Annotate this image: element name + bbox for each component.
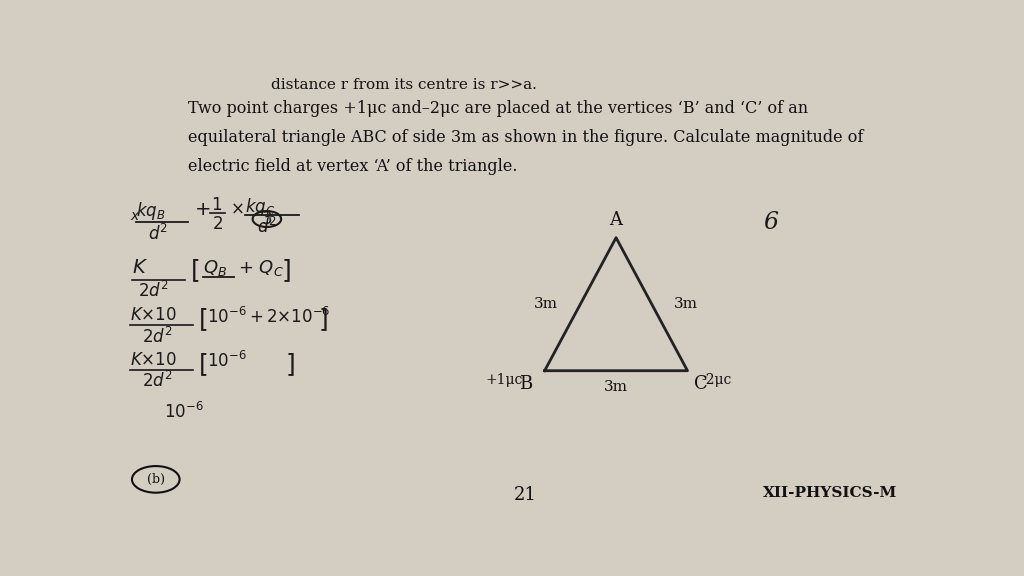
Text: $3$: $3$ [261, 210, 272, 228]
Text: $[$: $[$ [198, 351, 207, 377]
Text: $10^{-6}$: $10^{-6}$ [164, 402, 204, 422]
Text: 21: 21 [513, 486, 537, 504]
Text: $+\ Q_C$: $+\ Q_C$ [238, 257, 284, 278]
Text: (b): (b) [146, 473, 165, 486]
Text: electric field at vertex ‘A’ of the triangle.: electric field at vertex ‘A’ of the tria… [187, 158, 517, 175]
Text: $]$: $]$ [285, 351, 295, 377]
Text: -2μc: -2μc [701, 373, 732, 387]
Text: $[$: $[$ [189, 257, 200, 285]
Text: $2d^2$: $2d^2$ [142, 371, 173, 391]
Text: A: A [609, 211, 623, 229]
Text: $K{\times}10$: $K{\times}10$ [130, 351, 176, 369]
Text: B: B [519, 375, 532, 393]
Text: $10^{-6}$: $10^{-6}$ [207, 351, 247, 371]
Text: $kq_B$: $kq_B$ [136, 200, 166, 222]
Text: $K{\times}10$: $K{\times}10$ [130, 306, 176, 324]
Text: $10^{-6}+2{\times}10^{-6}$: $10^{-6}+2{\times}10^{-6}$ [207, 306, 331, 327]
Text: $]$: $]$ [318, 306, 328, 333]
Text: $1$: $1$ [211, 195, 222, 214]
Text: $[$: $[$ [198, 306, 207, 333]
Text: $\times$: $\times$ [229, 200, 244, 218]
Text: +1μc: +1μc [485, 373, 522, 387]
Text: $x$: $x$ [130, 209, 140, 223]
Text: $Q_B$: $Q_B$ [204, 257, 227, 278]
Text: $]$: $]$ [282, 257, 291, 285]
Text: distance r from its centre is r>>a.: distance r from its centre is r>>a. [270, 78, 537, 92]
Text: $kq_C$: $kq_C$ [246, 195, 275, 218]
Text: $2d^2$: $2d^2$ [137, 281, 168, 301]
Text: C: C [694, 375, 708, 393]
Text: $K$: $K$ [132, 257, 148, 276]
Text: $d^2$: $d^2$ [147, 223, 168, 244]
Text: equilateral triangle ABC of side 3m as shown in the figure. Calculate magnitude : equilateral triangle ABC of side 3m as s… [187, 129, 863, 146]
Text: 3m: 3m [674, 297, 698, 311]
Text: Two point charges +1μc and–2μc are placed at the vertices ‘B’ and ‘C’ of an: Two point charges +1μc and–2μc are place… [187, 100, 808, 117]
Text: $2d^2$: $2d^2$ [142, 327, 173, 347]
Text: $d^2$: $d^2$ [257, 217, 278, 237]
Text: 3m: 3m [604, 380, 628, 393]
Text: 6: 6 [763, 211, 778, 234]
Text: XII-PHYSICS-M: XII-PHYSICS-M [764, 486, 898, 500]
Text: 3m: 3m [535, 297, 558, 311]
Text: $+$: $+$ [194, 200, 210, 219]
Text: $2$: $2$ [212, 215, 223, 233]
